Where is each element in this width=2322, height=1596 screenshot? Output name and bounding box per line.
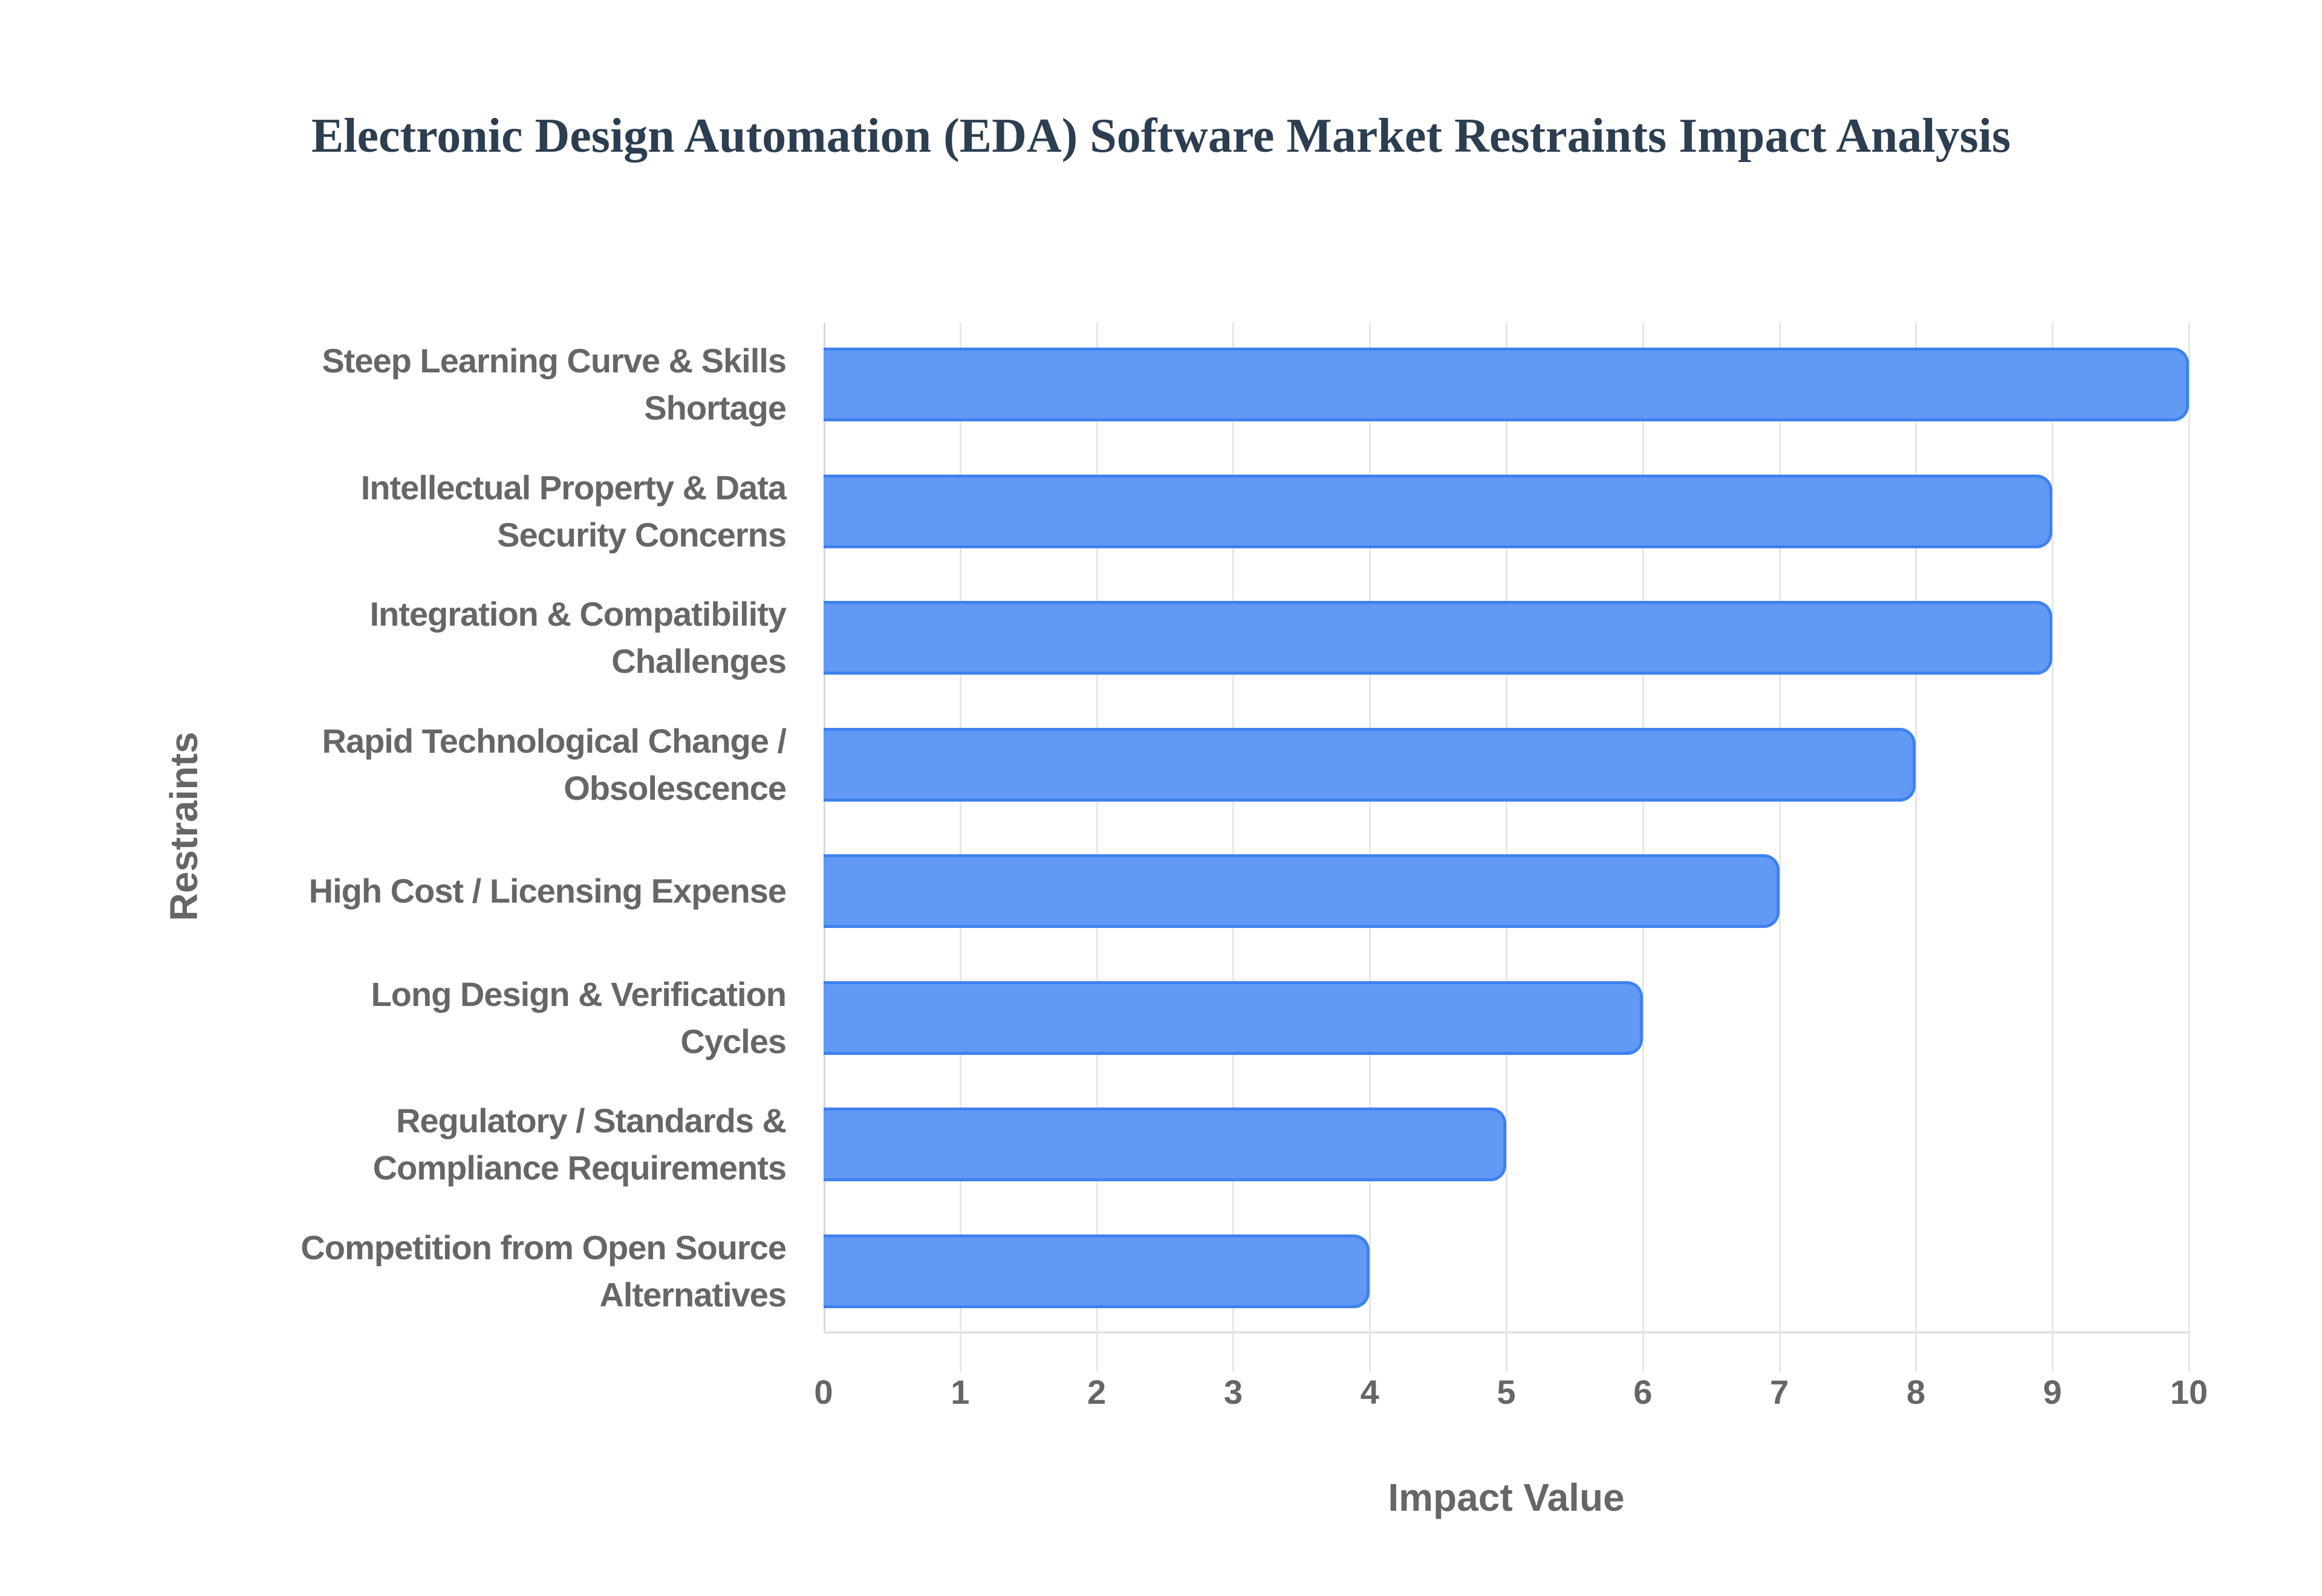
x-tick-label: 1 (951, 1373, 970, 1411)
category-label-line: Cycles (680, 1022, 787, 1060)
gridline (2052, 323, 2054, 1372)
bar[interactable] (824, 854, 1780, 928)
bar[interactable] (824, 727, 1916, 802)
gridline (1232, 323, 1235, 1372)
category-label: Long Design & Verification Cycles (121, 970, 787, 1066)
chart-title: Electronic Design Automation (EDA) Softw… (311, 109, 2011, 163)
x-tick-label: 10 (2170, 1373, 2208, 1411)
x-tick-label: 0 (814, 1373, 833, 1411)
x-tick-label: 8 (1906, 1373, 1925, 1411)
x-axis-title: Impact Value (1388, 1476, 1625, 1519)
category-label-line: Intellectual Property & Data (360, 468, 787, 507)
category-label: Competition from Open Source Alternatives (121, 1223, 787, 1320)
gridline (1642, 323, 1644, 1372)
gridline (1778, 323, 1781, 1372)
category-label-line: Shortage (644, 389, 787, 427)
category-label-line: Security Concerns (497, 515, 787, 554)
category-label-line: Obsolescence (564, 768, 787, 807)
x-tick-label: 9 (2043, 1373, 2062, 1411)
category-label-line: High Cost / Licensing Expense (308, 872, 787, 910)
x-tick-label: 5 (1497, 1373, 1516, 1411)
category-label: Rapid Technological Change / Obsolescence (121, 716, 787, 813)
category-label: High Cost / Licensing Expense (121, 843, 787, 939)
category-label-line: Alternatives (599, 1275, 787, 1314)
bar[interactable] (824, 601, 2053, 675)
gridline (2188, 323, 2190, 1372)
bar[interactable] (824, 474, 2053, 548)
category-label-line: Regulatory / Standards & (395, 1101, 787, 1140)
plot-area (824, 323, 2190, 1372)
x-tick-label: 2 (1087, 1373, 1107, 1411)
x-tick-label: 4 (1360, 1373, 1379, 1411)
bar[interactable] (824, 348, 2189, 421)
category-label-line: Competition from Open Source (301, 1228, 787, 1267)
x-tick-label: 7 (1770, 1373, 1789, 1411)
bar[interactable] (824, 981, 1643, 1055)
gridline (959, 323, 961, 1372)
category-label: Integration & Compatibility Challenges (121, 589, 787, 686)
gridline (1506, 323, 1507, 1372)
x-tick-label: 3 (1223, 1373, 1243, 1411)
category-label-line: Long Design & Verification (371, 975, 787, 1013)
bar[interactable] (824, 1108, 1506, 1181)
category-label: Regulatory / Standards & Compliance Requi… (121, 1096, 787, 1193)
category-label-line: Challenges (611, 642, 787, 680)
category-label: Intellectual Property & Data Security Con… (121, 463, 787, 560)
category-label-line: Integration & Compatibility (369, 595, 787, 633)
category-label-line: Rapid Technological Change / (322, 721, 787, 760)
bar[interactable] (824, 1234, 1370, 1308)
x-tick-label: 6 (1633, 1373, 1653, 1411)
category-label-line: Compliance Requirements (372, 1149, 787, 1187)
gridline (1915, 323, 1917, 1372)
category-label: Steep Learning Curve & Skills Shortage (121, 336, 787, 433)
category-label-line: Steep Learning Curve & Skills (322, 342, 787, 380)
gridline (1369, 323, 1371, 1372)
y-axis-line (824, 323, 825, 1332)
gridline (1096, 323, 1098, 1372)
